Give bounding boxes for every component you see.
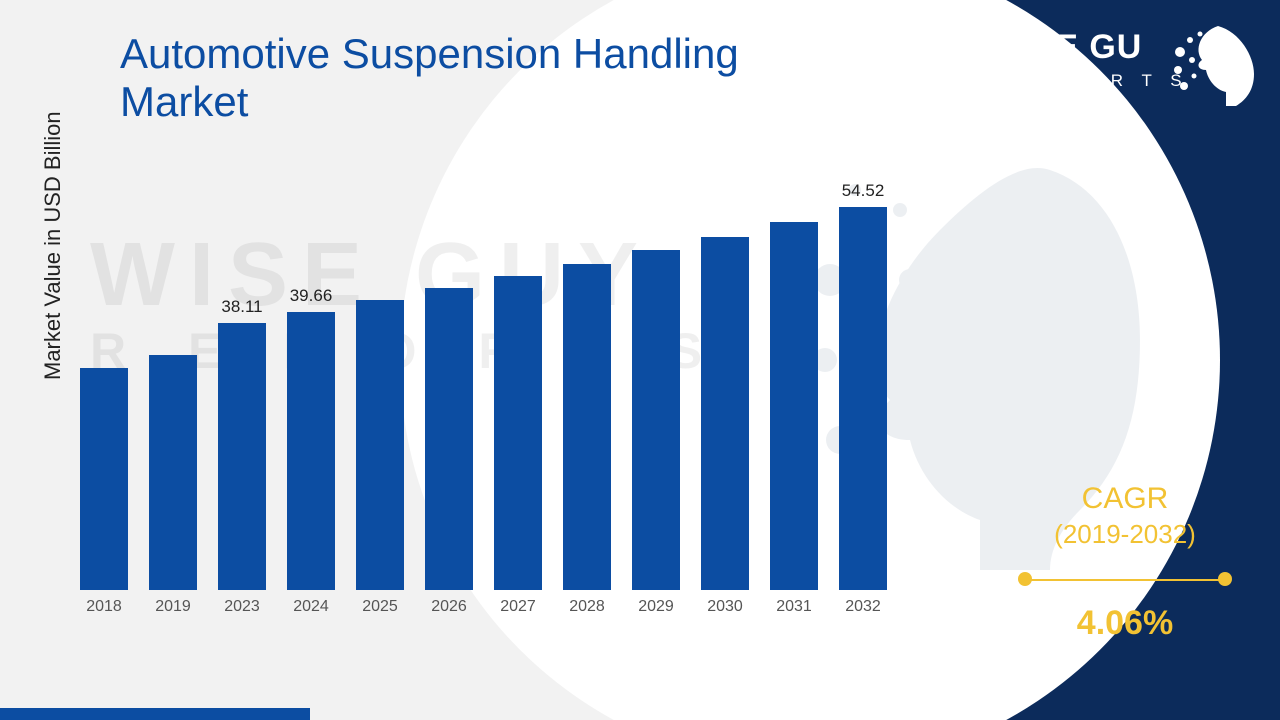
- x-tick-label: 2028: [569, 598, 605, 616]
- svg-text:WISE GU: WISE GU: [988, 28, 1142, 66]
- bar: [218, 323, 266, 590]
- svg-text:R E P O R T S: R E P O R T S: [988, 71, 1189, 90]
- x-tick-label: 2025: [362, 598, 398, 616]
- x-tick-label: 2032: [845, 598, 881, 616]
- bar: [770, 222, 818, 590]
- cagr-divider: [1020, 572, 1230, 586]
- bar-slot: 2018: [80, 368, 128, 590]
- bar-slot: 2026: [425, 288, 473, 590]
- bar: [287, 312, 335, 590]
- bar-slot: 2019: [149, 355, 197, 590]
- chart-title: Automotive Suspension Handling Market: [120, 30, 820, 127]
- bar: [839, 207, 887, 590]
- bar-slot: 2029: [632, 250, 680, 590]
- bar: [356, 300, 404, 590]
- cagr-label: CAGR: [970, 480, 1280, 518]
- bar-slot: 2027: [494, 276, 542, 590]
- cagr-value: 4.06%: [970, 604, 1280, 643]
- bar-value-label: 38.11: [221, 297, 262, 317]
- bar: [563, 264, 611, 590]
- bar: [494, 276, 542, 590]
- bar-slot: 2025: [356, 300, 404, 590]
- bar-slot: 54.522032: [839, 207, 887, 590]
- bar: [80, 368, 128, 590]
- bar: [425, 288, 473, 590]
- x-tick-label: 2031: [776, 598, 812, 616]
- x-tick-label: 2023: [224, 598, 260, 616]
- footer-accent-bar: [0, 708, 310, 720]
- bar-slot: 39.662024: [287, 312, 335, 590]
- y-axis-label: Market Value in USD Billion: [40, 111, 66, 380]
- chart-area: Automotive Suspension Handling Market Ma…: [0, 0, 970, 720]
- bar-value-label: 39.66: [290, 286, 333, 306]
- cagr-box: CAGR (2019-2032) 4.06%: [970, 480, 1280, 643]
- bar-slot: 38.112023: [218, 323, 266, 590]
- bar-value-label: 54.52: [842, 181, 885, 201]
- x-tick-label: 2018: [86, 598, 122, 616]
- brand-logo: WISE GU R E P O R T S: [988, 24, 1258, 109]
- wiseguy-logo-icon: WISE GU R E P O R T S: [988, 24, 1258, 109]
- x-tick-label: 2019: [155, 598, 191, 616]
- bar: [149, 355, 197, 590]
- bar-slot: 2028: [563, 264, 611, 590]
- bar-slot: 2031: [770, 222, 818, 590]
- x-tick-label: 2029: [638, 598, 674, 616]
- x-tick-label: 2026: [431, 598, 467, 616]
- x-tick-label: 2024: [293, 598, 329, 616]
- bar-slot: 2030: [701, 237, 749, 590]
- x-tick-label: 2027: [500, 598, 536, 616]
- bar-plot: 2018 2019 38.112023 39.662024 2025 2026 2027 20…: [80, 190, 910, 590]
- bar: [632, 250, 680, 590]
- cagr-range: (2019-2032): [970, 518, 1280, 551]
- x-tick-label: 2030: [707, 598, 743, 616]
- bar: [701, 237, 749, 590]
